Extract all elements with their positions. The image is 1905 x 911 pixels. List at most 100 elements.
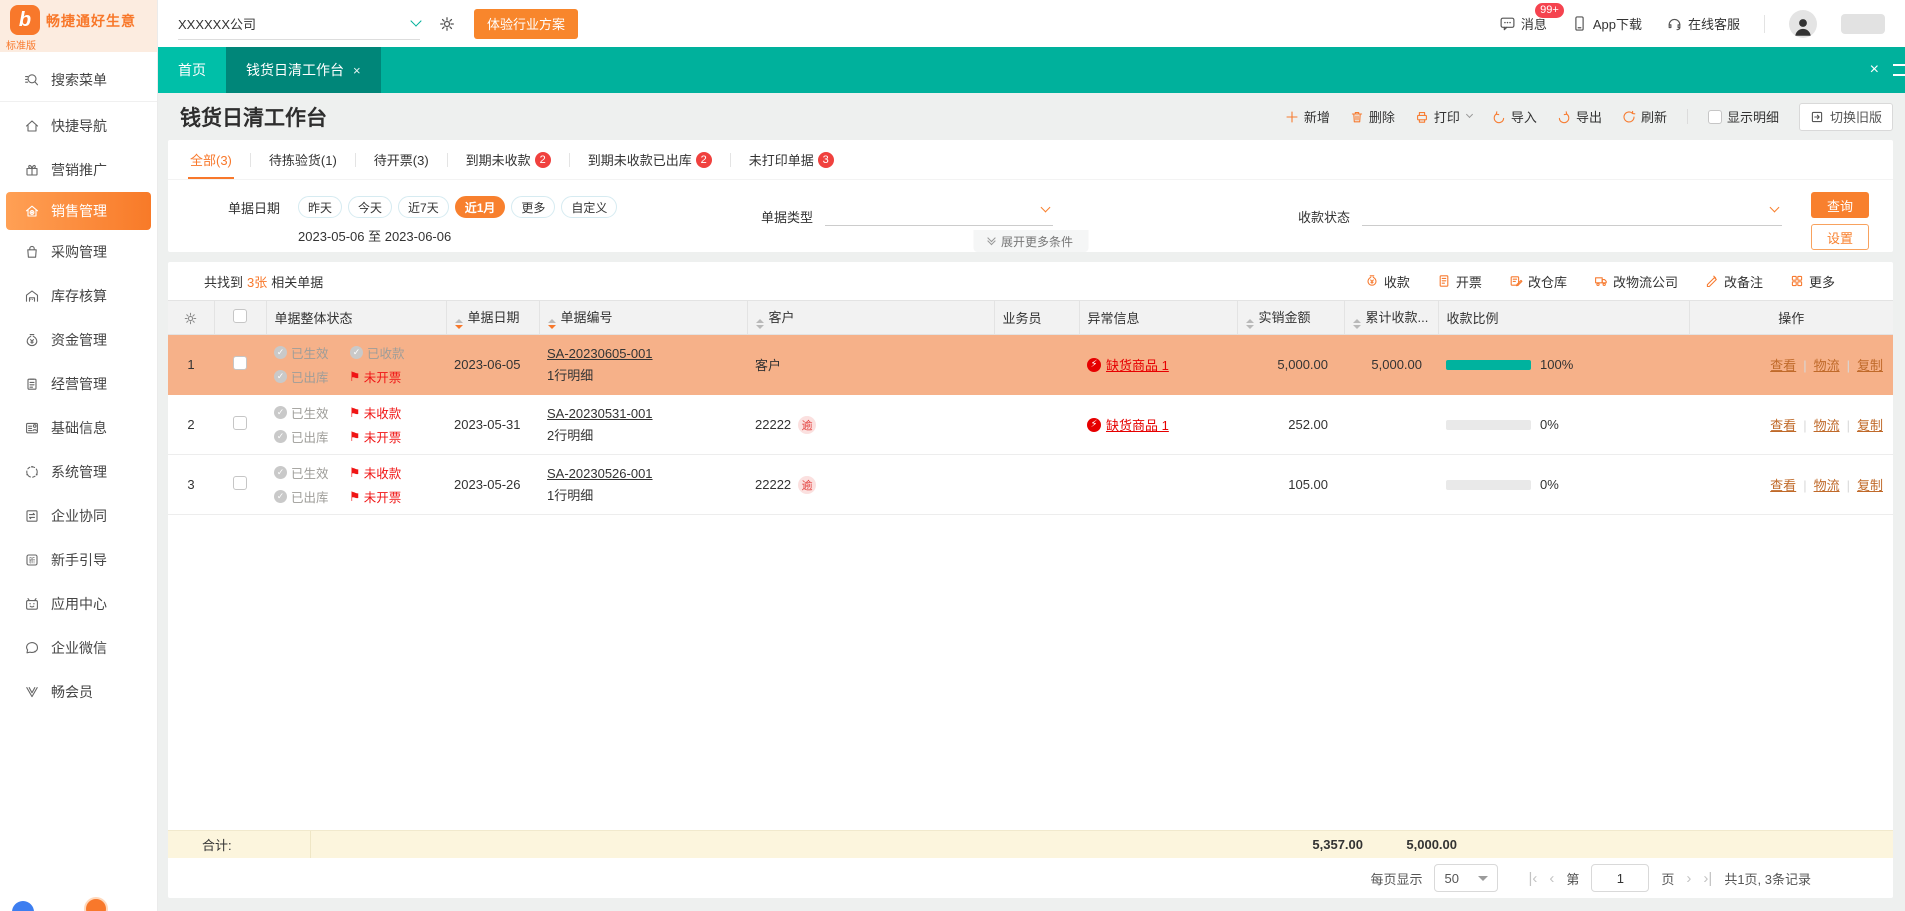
floating-announcement-icon[interactable] <box>84 897 108 911</box>
row-checkbox[interactable] <box>233 356 247 370</box>
prev-page-button[interactable]: ‹ <box>1549 869 1555 887</box>
header-status[interactable]: 单据整体状态 <box>266 300 447 335</box>
sort-icon[interactable] <box>755 318 764 329</box>
view-link[interactable]: 查看 <box>1770 478 1797 493</box>
sidebar-item-wecom[interactable]: 企业微信 <box>0 626 157 670</box>
filter-tab-unprinted[interactable]: 未打印单据 3 <box>747 140 836 179</box>
expand-more-conditions[interactable]: 展开更多条件 <box>972 230 1089 252</box>
header-ops[interactable]: 操作 <box>1689 300 1893 335</box>
row-checkbox[interactable] <box>233 416 247 430</box>
header-exception[interactable]: 异常信息 <box>1079 300 1238 335</box>
table-row[interactable]: 1 已生效 已收款 已出库 未开票 2023-06-05 SA-20230605… <box>168 334 1893 395</box>
header-received[interactable]: 累计收款... <box>1344 300 1439 335</box>
create-invoice-button[interactable]: 开票 <box>1437 272 1482 291</box>
per-page-select[interactable]: 50 <box>1434 864 1499 892</box>
sidebar-item-search-menu[interactable]: 搜索菜单 <box>0 58 157 102</box>
filter-tab-all[interactable]: 全部(3) <box>188 140 234 179</box>
collect-payment-button[interactable]: 收款 <box>1365 272 1410 291</box>
table-row[interactable]: 2 已生效 未收款 已出库 未开票 2023-05-31 SA-20230531… <box>168 394 1893 455</box>
doc-no-link[interactable]: SA-20230526-001 <box>547 465 653 481</box>
sort-icon[interactable] <box>454 318 463 329</box>
pill-last7days[interactable]: 近7天 <box>398 196 449 218</box>
page-number-input[interactable] <box>1591 864 1650 892</box>
next-page-button[interactable]: › <box>1686 869 1692 887</box>
sidebar-item-base-info[interactable]: 基础信息 <box>0 406 157 450</box>
change-remark-button[interactable]: 改备注 <box>1705 272 1763 291</box>
first-page-button[interactable]: |‹ <box>1528 869 1538 887</box>
import-button[interactable]: 导入 <box>1492 107 1537 126</box>
company-selector[interactable]: XXXXXX公司 <box>178 8 422 40</box>
tab-list-icon[interactable] <box>1893 64 1905 76</box>
date-range-value[interactable]: 2023-05-06 至 2023-06-06 <box>298 229 452 244</box>
copy-link[interactable]: 复制 <box>1856 358 1883 373</box>
close-icon[interactable]: × <box>353 62 361 78</box>
logistics-link[interactable]: 物流 <box>1813 418 1840 433</box>
view-link[interactable]: 查看 <box>1770 418 1797 433</box>
pill-yesterday[interactable]: 昨天 <box>298 196 343 218</box>
sort-icon[interactable] <box>1245 318 1254 329</box>
avatar[interactable] <box>1789 9 1817 38</box>
pill-custom[interactable]: 自定义 <box>561 196 618 218</box>
sidebar-item-quick-nav[interactable]: 快捷导航 <box>0 104 157 148</box>
sidebar-item-purchasing[interactable]: 采购管理 <box>0 230 157 274</box>
add-button[interactable]: 新增 <box>1285 107 1330 126</box>
header-customer[interactable]: 客户 <box>747 300 995 335</box>
doc-no-link[interactable]: SA-20230605-001 <box>547 345 653 361</box>
show-detail-checkbox[interactable] <box>1707 109 1722 124</box>
change-logistics-button[interactable]: 改物流公司 <box>1594 272 1678 291</box>
settings-button[interactable]: 设置 <box>1811 224 1869 250</box>
floating-helper-icon[interactable] <box>12 901 34 911</box>
copy-link[interactable]: 复制 <box>1856 478 1883 493</box>
export-button[interactable]: 导出 <box>1557 107 1602 126</box>
view-link[interactable]: 查看 <box>1770 358 1797 373</box>
filter-tab-overdue-unpaid[interactable]: 到期未收款 2 <box>464 140 553 179</box>
online-support-button[interactable]: 在线客服 <box>1666 14 1740 33</box>
app-download-button[interactable]: App下载 <box>1571 14 1642 33</box>
filter-tab-overdue-shipped[interactable]: 到期未收款已出库 2 <box>586 140 714 179</box>
sidebar-item-inventory[interactable]: 库存核算 <box>0 274 157 318</box>
filter-tab-to-invoice[interactable]: 待开票(3) <box>373 153 429 168</box>
doc-type-select[interactable] <box>825 202 1054 226</box>
table-row[interactable]: 3 已生效 未收款 已出库 未开票 2023-05-26 SA-20230526… <box>168 454 1893 515</box>
tab-home[interactable]: 首页 <box>158 47 226 93</box>
sidebar-item-sales[interactable]: 销售管理 <box>6 192 151 230</box>
header-doc-no[interactable]: 单据编号 <box>539 300 748 335</box>
exception-link[interactable]: 缺货商品 1 <box>1106 418 1169 433</box>
row-checkbox[interactable] <box>233 476 247 490</box>
last-page-button[interactable]: ›| <box>1703 869 1713 887</box>
sort-icon[interactable] <box>1352 318 1361 329</box>
header-salesman[interactable]: 业务员 <box>994 300 1080 335</box>
sidebar-item-collaboration[interactable]: 企业协同 <box>0 494 157 538</box>
column-settings-header[interactable] <box>168 300 215 335</box>
header-ratio[interactable]: 收款比例 <box>1438 300 1690 335</box>
search-button[interactable]: 查询 <box>1811 192 1869 218</box>
show-detail-toggle[interactable]: 显示明细 <box>1707 107 1779 126</box>
sidebar-item-funds[interactable]: 资金管理 <box>0 318 157 362</box>
select-all-header[interactable] <box>214 300 267 335</box>
sidebar-item-marketing[interactable]: 营销推广 <box>0 148 157 192</box>
trial-solution-button[interactable]: 体验行业方案 <box>474 8 579 39</box>
logistics-link[interactable]: 物流 <box>1813 358 1840 373</box>
messages-button[interactable]: 消息 99+ <box>1499 2 1565 33</box>
sidebar-item-beginner-guide[interactable]: 新 新手引导 <box>0 538 157 582</box>
pay-status-select[interactable] <box>1362 202 1783 226</box>
filter-tab-to-pick[interactable]: 待拣验货(1) <box>268 153 337 168</box>
doc-no-link[interactable]: SA-20230531-001 <box>547 405 653 421</box>
sidebar-item-system[interactable]: 系统管理 <box>0 450 157 494</box>
logistics-link[interactable]: 物流 <box>1813 478 1840 493</box>
more-actions-button[interactable]: 更多 <box>1790 272 1835 291</box>
sidebar-item-app-center[interactable]: 应用中心 <box>0 582 157 626</box>
settings-gear-button[interactable] <box>438 15 456 33</box>
header-amount[interactable]: 实销金额 <box>1237 300 1345 335</box>
pill-today[interactable]: 今天 <box>348 196 393 218</box>
switch-old-version-button[interactable]: 切换旧版 <box>1798 102 1893 131</box>
delete-button[interactable]: 删除 <box>1350 107 1395 126</box>
close-all-tabs-icon[interactable]: × <box>1869 61 1879 78</box>
pill-more[interactable]: 更多 <box>511 196 556 218</box>
change-warehouse-button[interactable]: 改仓库 <box>1509 272 1567 291</box>
header-date[interactable]: 单据日期 <box>446 300 540 335</box>
select-all-checkbox[interactable] <box>233 309 247 323</box>
sidebar-item-member[interactable]: 畅会员 <box>0 670 157 714</box>
pill-last-month[interactable]: 近1月 <box>454 196 506 218</box>
sidebar-item-operations[interactable]: 经营管理 <box>0 362 157 406</box>
